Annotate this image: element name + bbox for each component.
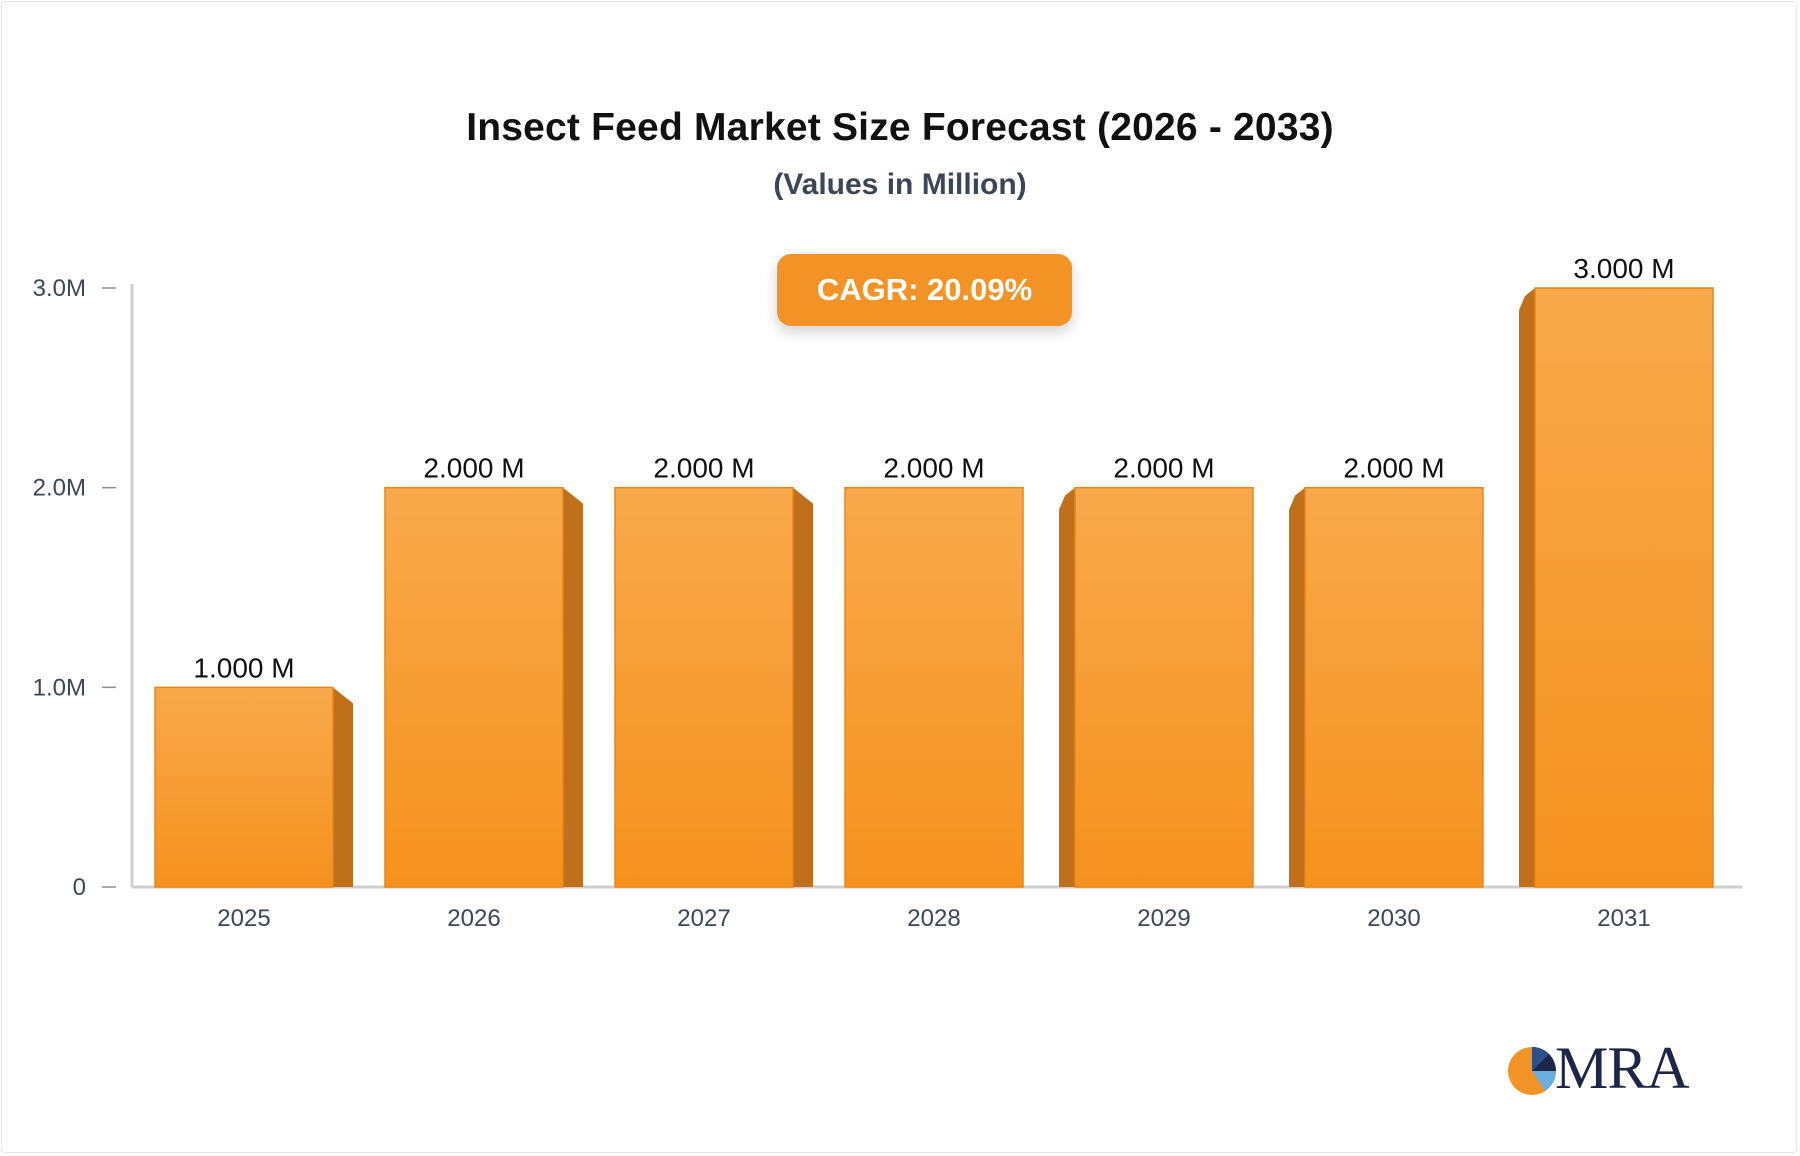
bar-2026 <box>384 486 583 888</box>
y-tick-label: 3.0M <box>33 275 86 302</box>
bar-data-label: 2.000 M <box>883 453 984 484</box>
bar-data-label: 2.000 M <box>653 453 754 484</box>
x-tick-label: 2027 <box>677 905 730 932</box>
y-tick-label: 2.0M <box>33 475 86 502</box>
bar-data-label: 2.000 M <box>423 453 524 484</box>
bar-side-face <box>333 687 353 887</box>
x-tick-label: 2026 <box>447 905 500 932</box>
mra-logo: MRA <box>1505 1035 1695 1101</box>
bar-front-face <box>154 686 334 888</box>
y-tick-label: 1.0M <box>33 674 86 701</box>
bar-2030 <box>1289 486 1484 888</box>
x-tick-label: 2028 <box>907 905 960 932</box>
bar-2025 <box>154 686 353 888</box>
bar-2029 <box>1059 486 1254 888</box>
x-tick-label: 2025 <box>217 905 270 932</box>
chart-subtitle: (Values in Million) <box>773 168 1027 201</box>
bar-2031 <box>1519 287 1714 888</box>
x-tick-label: 2031 <box>1597 905 1650 932</box>
y-tick-label: 0 <box>73 874 86 901</box>
bar-front-face <box>384 486 564 888</box>
x-tick-label: 2029 <box>1137 905 1190 932</box>
bar-side-face <box>1289 487 1305 887</box>
pie-logo-icon <box>1508 1046 1556 1095</box>
bar-side-face <box>1519 288 1535 887</box>
x-tick-label: 2030 <box>1367 905 1420 932</box>
bar-front-face <box>614 486 794 888</box>
bar-2027 <box>614 486 813 888</box>
bar-side-face <box>793 487 813 887</box>
bar-front-face <box>844 486 1024 888</box>
logo-text: MRA <box>1555 1035 1690 1101</box>
bar-data-label: 2.000 M <box>1343 453 1444 484</box>
bar-data-label: 3.000 M <box>1573 253 1674 284</box>
bar-front-face <box>1074 486 1254 888</box>
bar-front-face <box>1304 486 1484 888</box>
bar-side-face <box>1059 487 1075 887</box>
bar-front-face <box>1534 287 1714 888</box>
bar-data-label: 1.000 M <box>193 652 294 683</box>
bar-data-label: 2.000 M <box>1113 453 1214 484</box>
bar-2028 <box>844 486 1024 888</box>
chart-title: Insect Feed Market Size Forecast (2026 -… <box>466 106 1334 149</box>
bar-side-face <box>563 487 583 887</box>
chart-bars <box>154 287 1714 888</box>
cagr-badge: CAGR: 20.09% <box>777 254 1072 326</box>
chart-labels: 1.000 M 2025 2.000 M 2026 2.000 M 2027 2.000 M… <box>193 253 1674 932</box>
